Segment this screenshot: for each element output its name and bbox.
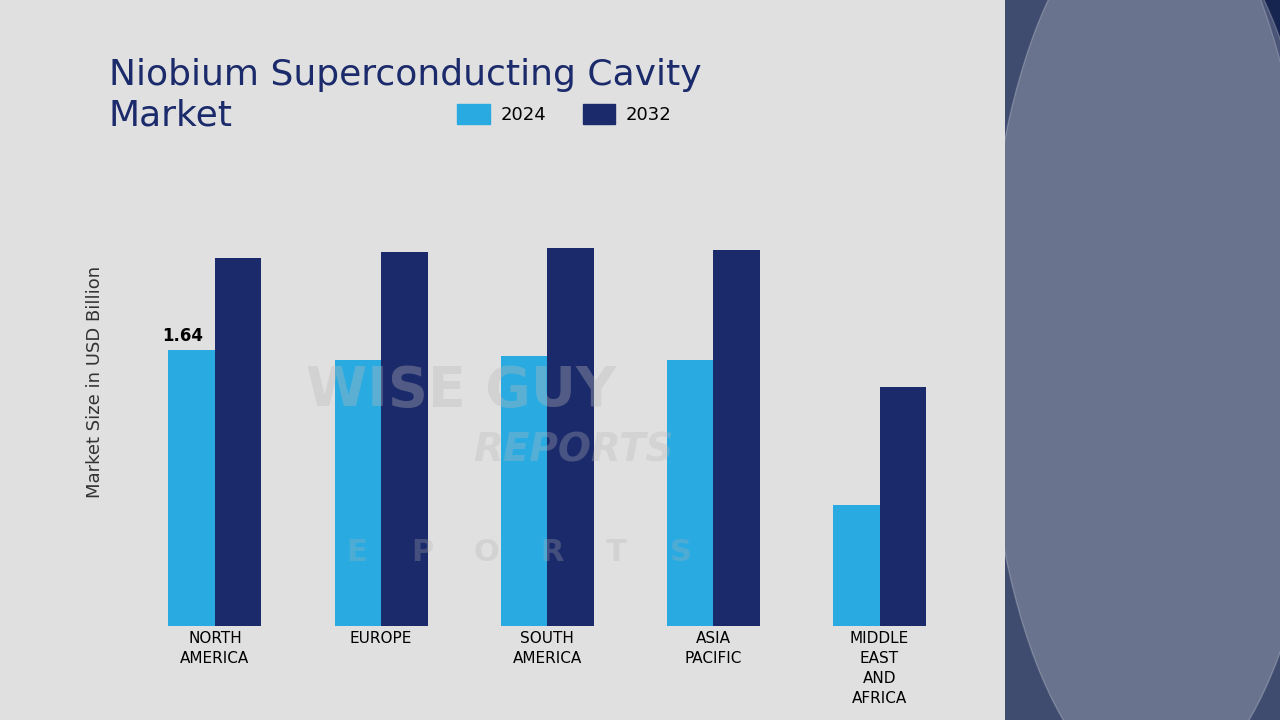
Text: P: P: [411, 539, 433, 567]
Text: O: O: [474, 539, 499, 567]
Bar: [833, 505, 879, 626]
Text: 1.64: 1.64: [161, 327, 202, 345]
Bar: [500, 356, 548, 626]
Bar: [169, 349, 215, 626]
Circle shape: [986, 0, 1280, 720]
Bar: [548, 248, 594, 626]
Legend: 2024, 2032: 2024, 2032: [451, 97, 678, 131]
Bar: [879, 387, 925, 626]
Text: R: R: [540, 539, 563, 567]
Bar: [713, 250, 760, 626]
Bar: [381, 251, 428, 626]
Text: S: S: [671, 539, 692, 567]
Text: REPORTS: REPORTS: [472, 431, 673, 469]
Text: T: T: [605, 539, 627, 567]
Bar: [667, 360, 713, 626]
Bar: [215, 258, 261, 626]
Text: E: E: [347, 539, 367, 567]
Bar: [334, 360, 381, 626]
Text: WISE GUY: WISE GUY: [306, 364, 616, 418]
Circle shape: [881, 0, 1280, 720]
Y-axis label: Market Size in USD Billion: Market Size in USD Billion: [86, 266, 104, 498]
Text: Niobium Superconducting Cavity
Market: Niobium Superconducting Cavity Market: [109, 58, 701, 132]
